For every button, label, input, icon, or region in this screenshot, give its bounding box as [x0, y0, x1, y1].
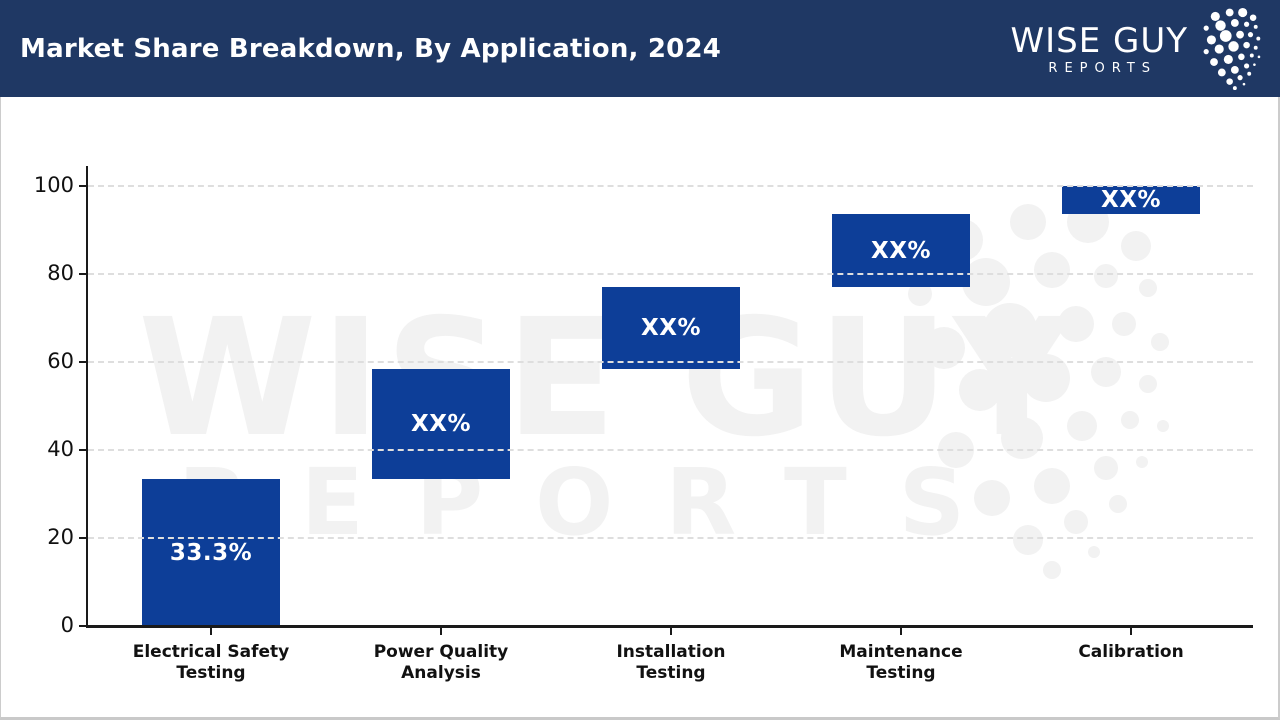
y-tick-mark [79, 273, 88, 275]
y-tick-mark [79, 537, 88, 539]
grid-line [88, 185, 1253, 187]
x-tick-mark [210, 627, 212, 635]
x-category-line: Analysis [401, 663, 481, 683]
y-tick-mark [79, 361, 88, 363]
grid-line [88, 537, 1253, 539]
y-tick-label: 0 [60, 613, 74, 637]
x-category-line: Testing [636, 663, 706, 683]
x-tick-mark [1130, 627, 1132, 635]
grid-line [88, 449, 1253, 451]
x-category-label: Calibration [1014, 642, 1248, 663]
x-category-line: Electrical Safety [132, 642, 290, 662]
x-category-line: Calibration [1078, 642, 1184, 662]
x-category-line: Power Quality [373, 642, 509, 662]
page-title: Market Share Breakdown, By Application, … [20, 33, 722, 64]
x-category-label: Power Quality Analysis [324, 642, 558, 684]
y-tick-label: 20 [47, 525, 74, 549]
chart-area: WISE GUY REPORTS 0 20 40 60 80 100 33.3% Electr… [0, 97, 1280, 720]
x-category-line: Installation [616, 642, 726, 662]
x-tick-mark [900, 627, 902, 635]
header-bar: Market Share Breakdown, By Application, … [0, 0, 1280, 97]
bar-value-label: XX% [640, 315, 701, 342]
bar-segment: 33.3% [142, 479, 280, 626]
y-tick-label: 100 [33, 173, 74, 197]
logo-line2: REPORTS [1048, 60, 1158, 76]
bar-value-label: XX% [870, 237, 931, 264]
y-tick-label: 80 [47, 261, 74, 285]
logo-line1: WISE GUY [1010, 20, 1188, 61]
bar-segment: XX% [602, 287, 740, 370]
x-axis-line [86, 625, 1253, 628]
bar-value-label: XX% [1100, 187, 1161, 214]
x-tick-mark [670, 627, 672, 635]
bar-value-label: XX% [410, 411, 471, 438]
x-tick-mark [440, 627, 442, 635]
dotted-head-icon [1203, 7, 1261, 91]
y-tick-mark [79, 185, 88, 187]
x-category-line: Maintenance [839, 642, 963, 662]
bar-segment: XX% [372, 369, 510, 480]
x-category-label: Electrical Safety Testing [94, 642, 328, 684]
grid-line [88, 361, 1253, 363]
brand-logo: WISE GUY REPORTS [1010, 6, 1268, 92]
y-tick-mark [79, 449, 88, 451]
bar-value-label: 33.3% [169, 539, 253, 566]
x-category-line: Testing [176, 663, 246, 683]
x-category-line: Testing [866, 663, 936, 683]
bar-segment: XX% [832, 214, 970, 288]
y-axis-line [86, 166, 88, 628]
y-tick-mark [79, 625, 88, 627]
y-tick-label: 40 [47, 437, 74, 461]
logo-wordmark: WISE GUY REPORTS [1010, 24, 1188, 75]
bar-segment: XX% [1062, 186, 1200, 215]
grid-line [88, 273, 1253, 275]
x-category-label: Maintenance Testing [784, 642, 1018, 684]
y-tick-label: 60 [47, 349, 74, 373]
x-category-label: Installation Testing [554, 642, 788, 684]
